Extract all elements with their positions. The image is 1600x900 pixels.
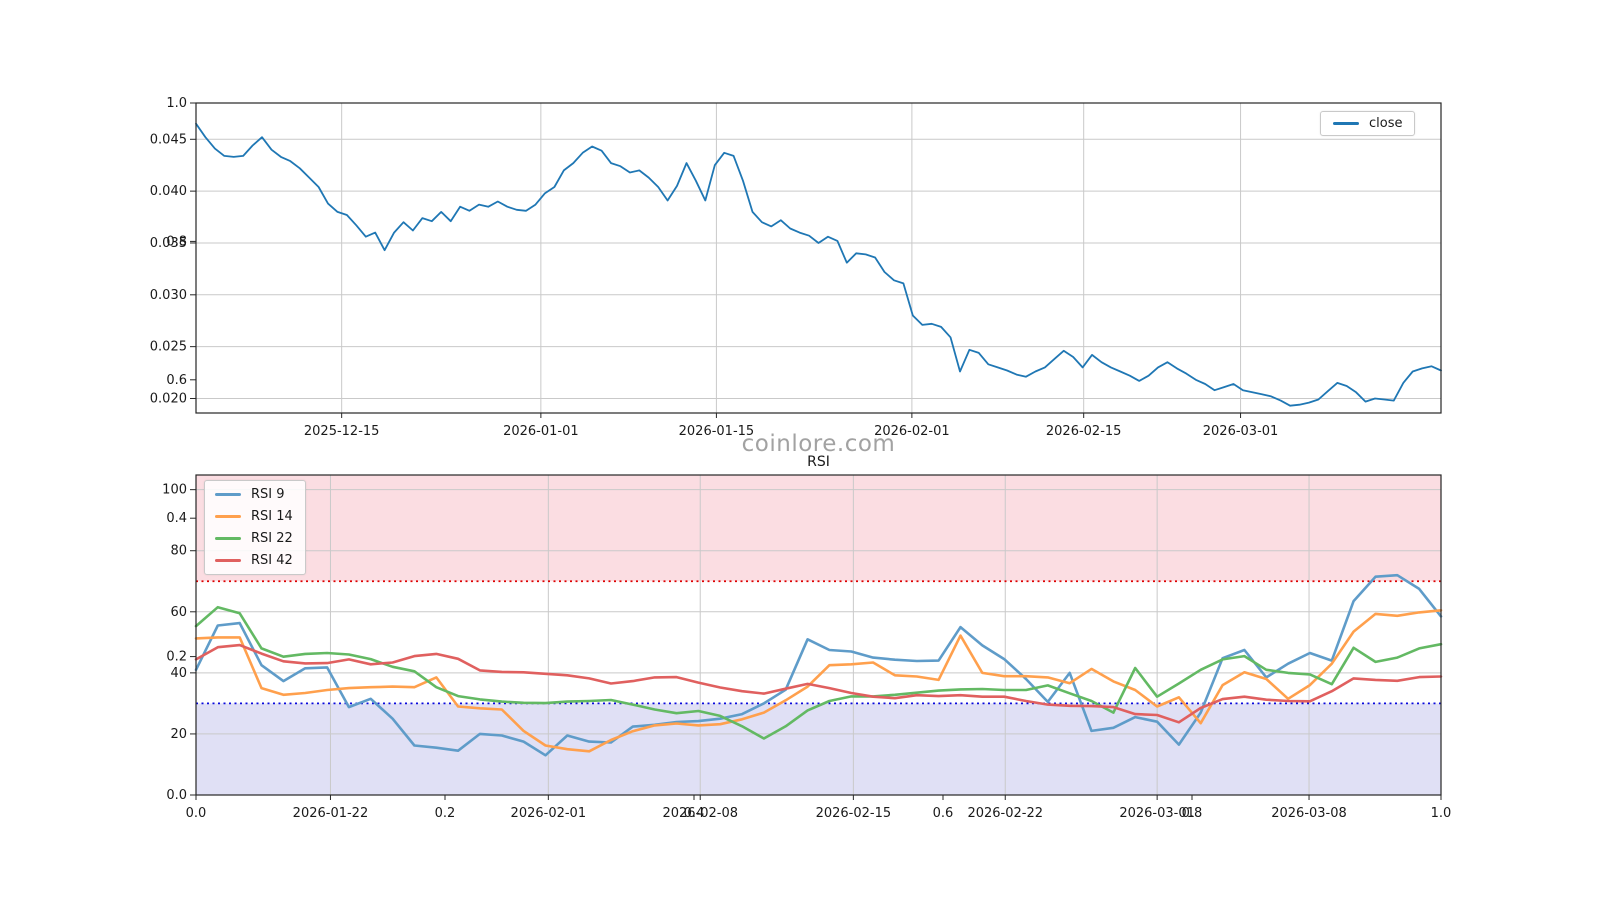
rsi-panel-frame	[195, 474, 1442, 796]
price-panel-frame	[195, 102, 1442, 414]
rsi-y-tick-label: 80	[170, 544, 187, 559]
price-y-tick-label: 0.020	[150, 391, 187, 406]
rsi-legend[interactable]: RSI 9 RSI 14 RSI 22 RSI 42	[204, 480, 306, 575]
price-legend[interactable]: close	[1320, 111, 1416, 136]
overlay-y-tick-label: 0.6	[166, 373, 187, 388]
rsi-42-line-sample	[215, 559, 241, 562]
overlay-y-tick-label: 0.2	[166, 650, 187, 665]
rsi-x-tick-label: 2026-02-15	[816, 806, 892, 821]
overlay-x-tick-label: 0.2	[435, 806, 456, 821]
overlay-x-tick-label: 0.4	[684, 806, 705, 821]
price-x-tick-label: 2025-12-15	[304, 424, 380, 439]
rsi-x-tick-label: 2026-03-01	[1119, 806, 1195, 821]
price-x-tick-label: 2026-02-15	[1046, 424, 1122, 439]
rsi-9-line	[194, 573, 1443, 757]
rsi-42-legend-label: RSI 42	[251, 553, 293, 568]
close-legend-label: close	[1369, 116, 1403, 131]
rsi-14-line-sample	[215, 515, 241, 518]
price-x-tick-label: 2026-03-01	[1203, 424, 1279, 439]
rsi-band-oversold	[196, 703, 1441, 795]
rsi-x-tick-label: 2026-02-22	[967, 806, 1043, 821]
price-x-tick-label: 2026-02-01	[874, 424, 950, 439]
rsi-legend-item-14[interactable]: RSI 14	[215, 509, 293, 524]
rsi-22-legend-label: RSI 22	[251, 531, 293, 546]
rsi-y-tick-label: 20	[170, 727, 187, 742]
rsi-14-line	[194, 608, 1443, 753]
rsi-x-tick-label: 2026-03-08	[1271, 806, 1347, 821]
overlay-x-tick-label: 1.0	[1431, 806, 1452, 821]
overlay-y-tick-label: 1.0	[166, 96, 187, 111]
price-y-tick-label: 0.030	[150, 288, 187, 303]
price-x-tick-label: 2026-01-15	[679, 424, 755, 439]
overlay-x-tick-label: 0.8	[1182, 806, 1203, 821]
rsi-legend-item-42[interactable]: RSI 42	[215, 553, 293, 568]
rsi-legend-item-22[interactable]: RSI 22	[215, 531, 293, 546]
overlay-y-tick-label: 0.0	[166, 788, 187, 803]
price-x-tick-label: 2026-01-01	[503, 424, 579, 439]
rsi-legend-item-9[interactable]: RSI 9	[215, 487, 293, 502]
price-y-tick-label: 0.035	[150, 236, 187, 251]
rsi-42-line	[194, 643, 1443, 724]
overlay-x-tick-label: 0.0	[186, 806, 207, 821]
price-y-tick-label: 0.025	[150, 340, 187, 355]
overlay-y-tick-label: 0.8	[166, 234, 187, 249]
rsi-y-tick-label: 100	[162, 483, 187, 498]
overlay-x-tick-label: 0.6	[933, 806, 954, 821]
watermark: coinlore.com	[741, 431, 896, 457]
rsi-y-tick-label: 40	[170, 666, 187, 681]
overlay-y-tick-label: 0.4	[166, 511, 187, 526]
rsi-14-legend-label: RSI 14	[251, 509, 293, 524]
rsi-9-legend-label: RSI 9	[251, 487, 285, 502]
rsi-22-line-sample	[215, 537, 241, 540]
rsi-band-overbought	[196, 475, 1441, 582]
rsi-22-line	[194, 605, 1443, 740]
close-line-sample	[1333, 122, 1359, 125]
rsi-y-tick-label: 60	[170, 605, 187, 620]
close-line	[195, 122, 1442, 407]
price-y-tick-label: 0.040	[150, 184, 187, 199]
rsi-x-tick-label: 2026-01-22	[293, 806, 369, 821]
rsi-x-tick-label: 2026-02-01	[511, 806, 587, 821]
rsi-x-tick-label: 2026-02-08	[662, 806, 738, 821]
rsi-panel-title: RSI	[807, 454, 830, 470]
rsi-9-line-sample	[215, 493, 241, 496]
price-y-tick-label: 0.045	[150, 132, 187, 147]
